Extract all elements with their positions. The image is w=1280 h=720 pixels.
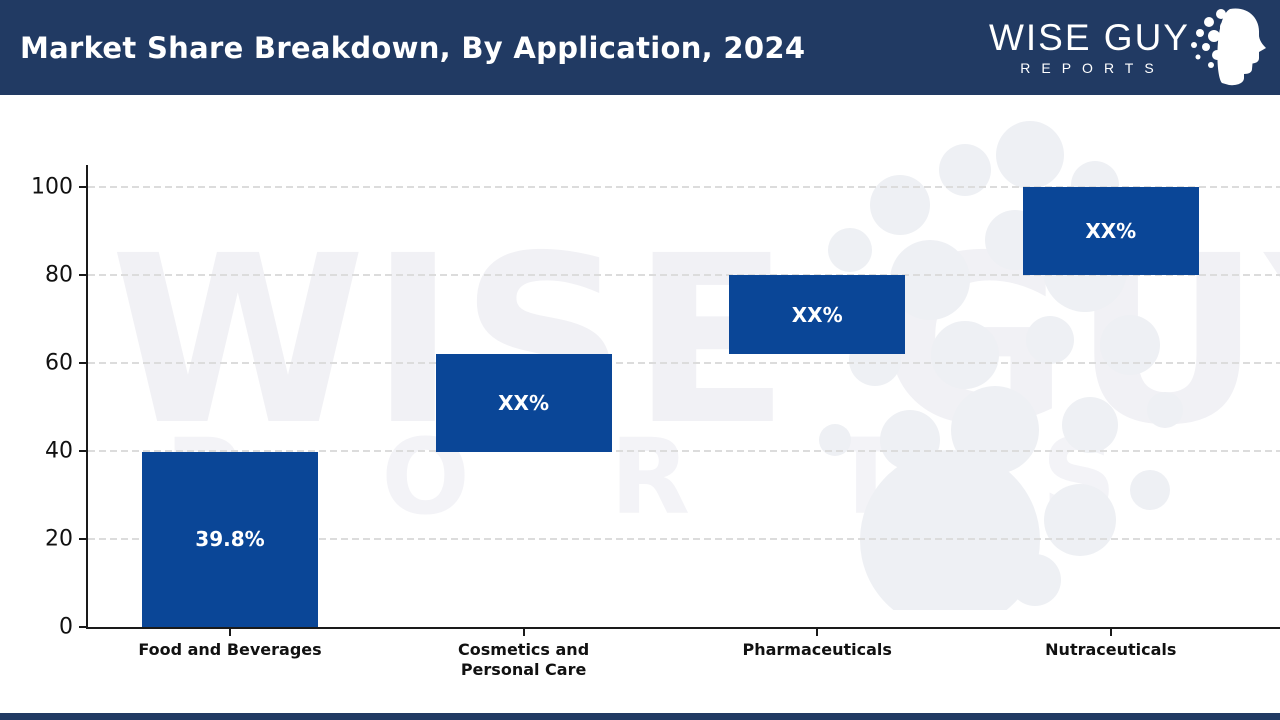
y-tick-label-20: 20 xyxy=(45,526,73,552)
gridline-60 xyxy=(88,362,1280,364)
y-tick-100 xyxy=(79,186,88,188)
bar-value-label: XX% xyxy=(1085,219,1137,243)
y-tick-label-0: 0 xyxy=(59,614,73,640)
y-tick-60 xyxy=(79,362,88,364)
bar-4: XX% xyxy=(1022,187,1199,275)
y-tick-20 xyxy=(79,538,88,540)
brand-head-icon xyxy=(1184,3,1270,93)
bar-value-label: XX% xyxy=(498,391,550,416)
category-label-4: Nutraceuticals xyxy=(1045,640,1177,659)
bar-1: 39.8% xyxy=(142,451,318,627)
y-tick-label-100: 100 xyxy=(31,174,73,200)
gridline-40 xyxy=(88,450,1280,452)
bar-value-label: 39.8% xyxy=(195,527,265,552)
brand-subname: REPORTS xyxy=(1020,60,1165,76)
x-axis-line xyxy=(86,627,1280,629)
header-bar: Market Share Breakdown, By Application, … xyxy=(0,0,1280,95)
x-tick-3 xyxy=(816,628,819,636)
y-tick-label-80: 80 xyxy=(45,262,73,288)
category-label-2: Cosmetics and Personal Care xyxy=(458,640,590,679)
x-tick-2 xyxy=(522,628,525,636)
gridline-20 xyxy=(88,538,1280,540)
brand-logo: WISE GUY REPORTS xyxy=(989,3,1280,93)
category-label-3: Pharmaceuticals xyxy=(742,640,892,659)
x-tick-4 xyxy=(1109,628,1112,636)
brand-logo-text: WISE GUY REPORTS xyxy=(989,19,1190,76)
bar-2: XX% xyxy=(435,354,612,452)
brand-name: WISE GUY xyxy=(988,17,1190,58)
y-tick-40 xyxy=(79,450,88,452)
bar-value-label: XX% xyxy=(791,302,843,327)
y-tick-80 xyxy=(79,274,88,276)
chart-title: Market Share Breakdown, By Application, … xyxy=(20,30,806,65)
x-tick-1 xyxy=(229,628,231,636)
gridline-100 xyxy=(88,186,1280,188)
y-tick-label-60: 60 xyxy=(45,350,73,376)
y-tick-0 xyxy=(79,626,88,628)
bar-3: XX% xyxy=(729,275,906,355)
y-axis-line xyxy=(86,165,88,629)
gridline-80 xyxy=(88,274,1280,276)
footer-bar xyxy=(0,713,1280,720)
category-label-1: Food and Beverages xyxy=(138,640,322,659)
y-tick-label-40: 40 xyxy=(45,438,73,464)
